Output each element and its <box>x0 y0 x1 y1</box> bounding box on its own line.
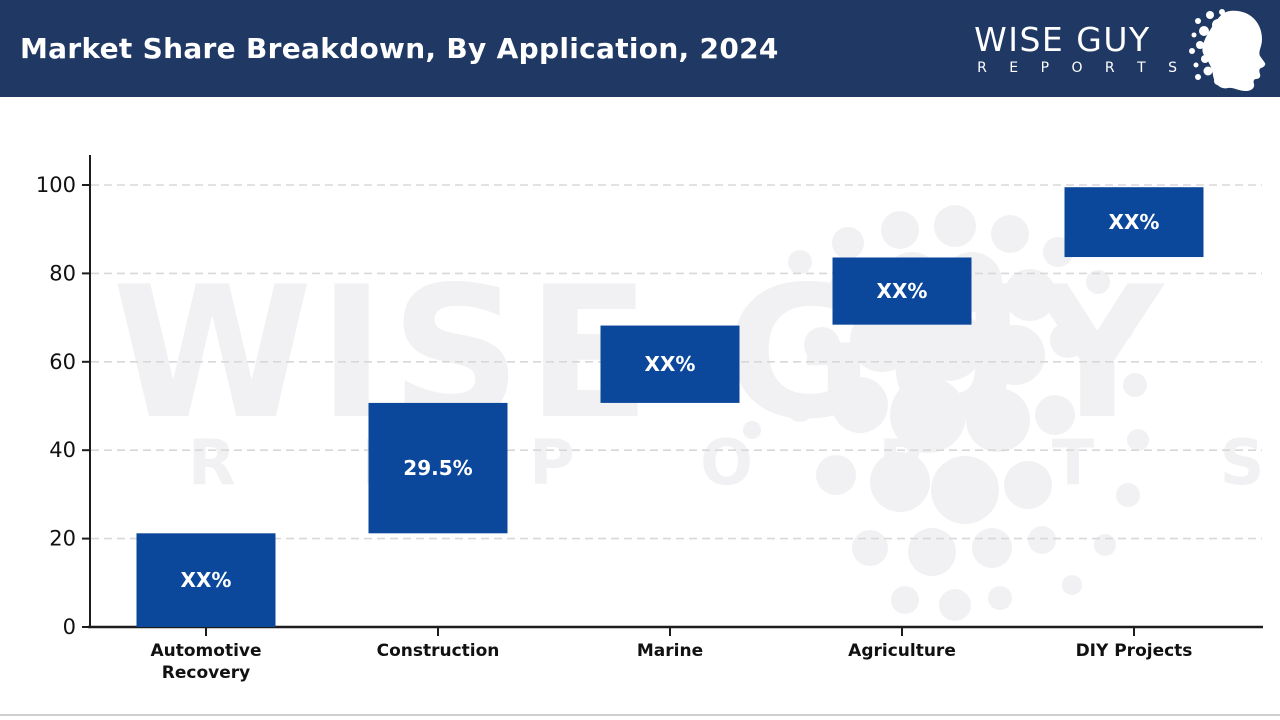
xtick-label-automotive-recovery: Automotive Recovery <box>150 641 261 683</box>
bar-label-diy-projects: XX% <box>1109 210 1160 234</box>
bar-marine <box>600 325 740 403</box>
chart-title: Market Share Breakdown, By Application, … <box>20 32 779 65</box>
ytick-label-100: 100 <box>36 173 76 197</box>
bar-label-marine: XX% <box>645 352 696 376</box>
header-bar: Market Share Breakdown, By Application, … <box>0 0 1280 97</box>
ytick-label-0: 0 <box>63 615 76 639</box>
ytick-label-80: 80 <box>49 261 76 285</box>
logo-subtext: R E P O R T S <box>977 59 1186 76</box>
ytick-label-60: 60 <box>49 350 76 374</box>
bar-label-agriculture: XX% <box>877 279 928 303</box>
logo-face-icon <box>1189 8 1266 91</box>
ytick-label-40: 40 <box>49 438 76 462</box>
xtick-label-agriculture: Agriculture <box>848 641 956 661</box>
xtick-label-diy-projects: DIY Projects <box>1076 641 1193 661</box>
bar-label-construction: 29.5% <box>403 456 472 480</box>
xtick-label-marine: Marine <box>637 641 703 661</box>
bar-diy-projects <box>1064 187 1204 258</box>
bar-automotive-recovery <box>136 533 276 627</box>
logo-wordmark: WISE GUY <box>974 19 1151 59</box>
bottom-divider <box>0 714 1280 716</box>
bar-construction <box>368 402 508 534</box>
ytick-label-20: 20 <box>49 527 76 551</box>
bar-label-automotive-recovery: XX% <box>181 568 232 592</box>
wise-guy-logo: WISE GUY R E P O R T S <box>974 7 1266 91</box>
xtick-label-construction: Construction <box>377 641 500 661</box>
